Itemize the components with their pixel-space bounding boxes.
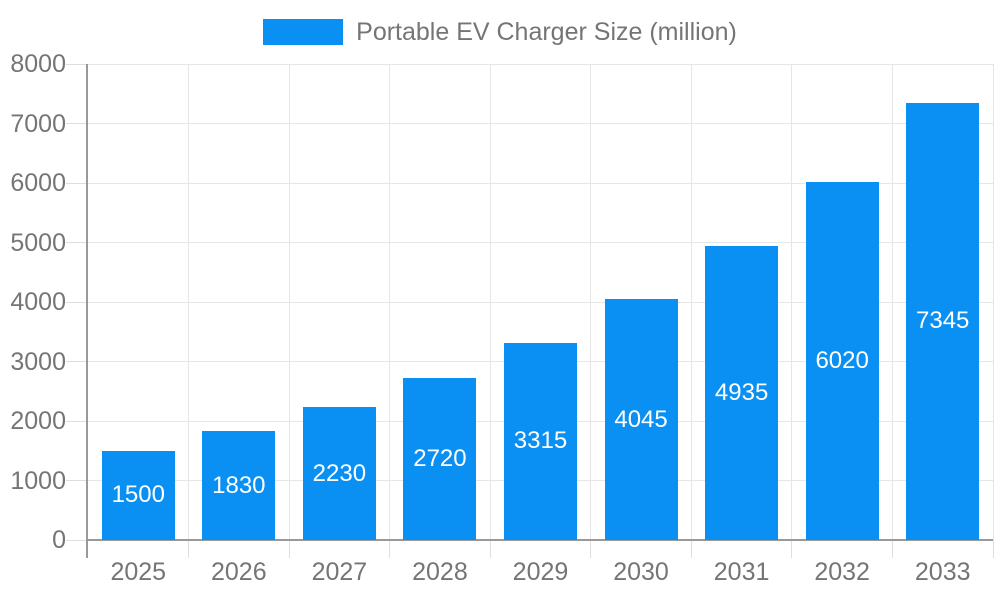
- x-tick: [389, 540, 391, 558]
- legend-item[interactable]: Portable EV Charger Size (million): [263, 17, 737, 47]
- bar[interactable]: 7345: [906, 102, 980, 540]
- bar[interactable]: 1500: [101, 450, 175, 540]
- bar-value-label: 6020: [815, 346, 869, 374]
- x-axis-label: 2033: [914, 558, 971, 586]
- x-axis-label: 2032: [814, 558, 870, 586]
- gridline-x: [992, 64, 994, 540]
- x-axis-label: 2030: [613, 558, 669, 586]
- bar-value-label: 2230: [312, 459, 367, 487]
- gridline-x: [891, 64, 893, 540]
- bar[interactable]: 6020: [805, 181, 879, 540]
- y-axis-label: 6000: [10, 169, 66, 197]
- gridline-y: [88, 242, 993, 243]
- plot-area: 1500 1830 2230 2720 3315 4045 4935 6020 7345: [66, 63, 994, 558]
- x-axis-label: 2029: [512, 558, 569, 586]
- x-axis-label: 2031: [713, 558, 770, 586]
- bar[interactable]: 4045: [604, 299, 678, 540]
- y-axis-label: 5000: [10, 228, 66, 257]
- gridline-x: [690, 64, 692, 540]
- y-tick: [66, 420, 88, 422]
- x-tick: [188, 540, 190, 558]
- x-tick: [791, 540, 793, 558]
- y-tick: [66, 182, 88, 184]
- x-tick: [992, 540, 994, 558]
- x-tick: [489, 540, 491, 558]
- x-axis-label: 2025: [110, 558, 167, 586]
- bar[interactable]: 4935: [705, 246, 779, 540]
- bar-value-label: 2720: [413, 445, 467, 473]
- x-tick: [891, 540, 893, 558]
- y-axis-label: 1000: [10, 466, 66, 495]
- bar[interactable]: 3315: [504, 342, 577, 540]
- y-tick: [66, 301, 88, 303]
- gridline-x: [188, 64, 190, 540]
- gridline-x: [389, 64, 391, 540]
- bar[interactable]: 2230: [302, 407, 376, 540]
- y-axis-label: 2000: [10, 407, 66, 435]
- x-tick: [690, 540, 692, 558]
- bar-value-label: 1830: [212, 471, 266, 499]
- y-axis-label: 3000: [10, 347, 66, 376]
- gridline-y: [88, 301, 993, 303]
- y-tick: [66, 480, 88, 481]
- gridline-x: [288, 64, 290, 540]
- bar[interactable]: 1830: [202, 431, 276, 540]
- gridline-x: [791, 64, 793, 540]
- gridline-y: [88, 182, 993, 184]
- bar-value-label: 1500: [111, 481, 165, 509]
- y-tick: [66, 242, 88, 243]
- gridline-x: [489, 64, 491, 540]
- y-tick: [66, 123, 88, 124]
- y-axis-line: [86, 64, 88, 558]
- y-tick: [66, 539, 88, 541]
- y-tick: [66, 361, 88, 362]
- gridline-y: [88, 63, 993, 65]
- bar-value-label: 3315: [513, 427, 568, 455]
- x-axis-label: 2026: [211, 558, 267, 586]
- x-axis-line: [86, 539, 993, 541]
- legend-color-swatch: [263, 19, 344, 45]
- bar-value-label: 4935: [714, 379, 769, 407]
- y-tick: [66, 63, 88, 65]
- y-axis-label: 7000: [10, 109, 66, 138]
- bar-value-label: 4045: [614, 405, 668, 433]
- gridline-y: [88, 123, 993, 124]
- bar[interactable]: 2720: [403, 378, 477, 540]
- y-axis-label: 4000: [10, 288, 66, 316]
- gridline-x: [590, 64, 592, 540]
- legend-label: Portable EV Charger Size (million): [356, 18, 737, 46]
- x-axis-label: 2028: [412, 558, 468, 586]
- x-tick: [288, 540, 290, 558]
- x-axis-label: 2027: [311, 558, 368, 586]
- bar-value-label: 7345: [916, 307, 970, 335]
- y-axis-label: 0: [52, 526, 66, 554]
- legend: Portable EV Charger Size (million): [0, 17, 1000, 47]
- y-axis-label: 8000: [10, 50, 66, 78]
- x-tick: [590, 540, 592, 558]
